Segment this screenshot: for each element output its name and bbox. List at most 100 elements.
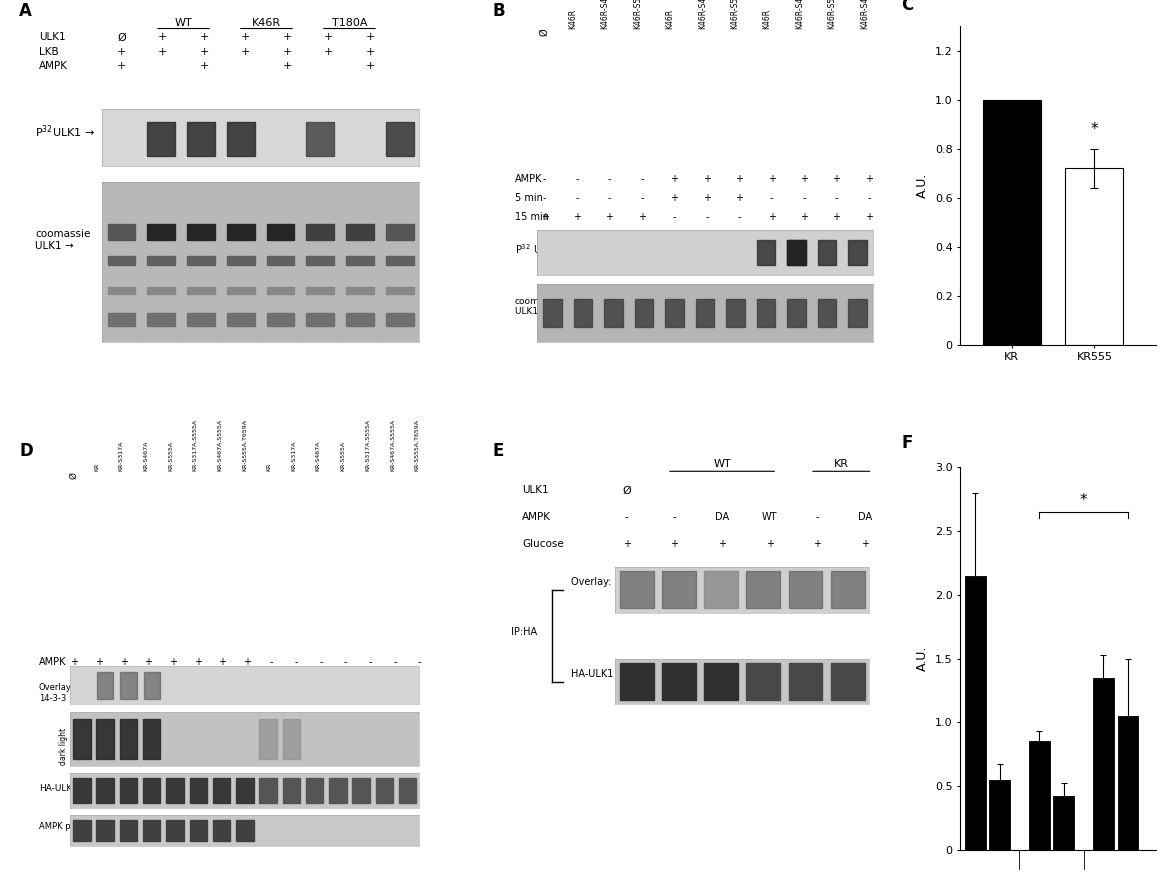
Text: +: +	[117, 46, 126, 57]
Bar	[1029, 741, 1050, 850]
Text: +: +	[117, 61, 126, 71]
Text: -: -	[294, 657, 298, 668]
Text: +: +	[283, 32, 292, 42]
Text: K46R-S555A: K46R-S555A	[730, 0, 739, 30]
Text: +: +	[718, 539, 726, 549]
Text: +: +	[766, 539, 773, 549]
Text: -: -	[673, 212, 676, 223]
Text: AMPK: AMPK	[39, 61, 68, 71]
Text: +: +	[324, 32, 333, 42]
Text: P$^{32}$ ULK1 →: P$^{32}$ ULK1 →	[515, 243, 571, 256]
Text: A: A	[20, 2, 33, 20]
Text: +: +	[670, 194, 679, 203]
Text: KR-S317A,S555A: KR-S317A,S555A	[366, 419, 370, 471]
Text: F: F	[902, 434, 912, 452]
Text: P$^{32}$ULK1 →: P$^{32}$ULK1 →	[35, 124, 95, 139]
Text: KR-S555A,T659A: KR-S555A,T659A	[242, 420, 246, 471]
Text: +: +	[813, 539, 821, 549]
Y-axis label: A.U.: A.U.	[916, 173, 930, 198]
Text: K46R: K46R	[568, 10, 577, 30]
Text: KR: KR	[93, 463, 99, 471]
Text: AMPK: AMPK	[522, 512, 551, 522]
Text: +: +	[194, 657, 202, 668]
Text: DA: DA	[858, 512, 872, 522]
Text: +: +	[200, 32, 209, 42]
Text: +: +	[200, 61, 209, 71]
Text: KR-S467A,S555A: KR-S467A,S555A	[390, 419, 395, 471]
Text: +: +	[366, 61, 375, 71]
Text: ULK1: ULK1	[522, 485, 549, 496]
Text: +: +	[200, 46, 209, 57]
Text: +: +	[95, 657, 103, 668]
Text: -: -	[368, 657, 371, 668]
Text: +: +	[638, 212, 646, 223]
Text: K46R-S467,555A: K46R-S467,555A	[860, 0, 869, 30]
Text: +: +	[541, 212, 549, 223]
Text: KR-S317A: KR-S317A	[291, 441, 297, 471]
Text: WT: WT	[714, 459, 731, 470]
Text: KR-S467A: KR-S467A	[315, 441, 321, 471]
Text: +: +	[241, 32, 250, 42]
Text: -: -	[640, 194, 644, 203]
Text: Ø: Ø	[117, 32, 126, 42]
Bar	[1065, 168, 1124, 345]
Text: HA-ULK1: HA-ULK1	[571, 669, 613, 679]
Text: D: D	[20, 442, 33, 460]
Bar	[1118, 716, 1139, 850]
Text: -: -	[319, 657, 322, 668]
Text: -: -	[705, 212, 709, 223]
Text: IP:HA: IP:HA	[512, 627, 537, 637]
Text: +: +	[169, 657, 176, 668]
Text: -: -	[815, 512, 819, 522]
Bar	[965, 576, 986, 850]
Text: E: E	[493, 442, 503, 460]
Text: *: *	[1091, 122, 1098, 137]
Text: +: +	[735, 194, 743, 203]
Text: +: +	[767, 174, 776, 184]
Text: -: -	[543, 174, 547, 184]
Text: Glucose: Glucose	[522, 539, 564, 549]
Text: AMPK: AMPK	[39, 657, 67, 668]
Bar	[989, 780, 1010, 850]
Text: ULK1: ULK1	[39, 32, 65, 42]
Text: dark light: dark light	[58, 728, 68, 765]
Text: KR: KR	[266, 463, 271, 471]
Text: K46R: K46R	[252, 18, 281, 28]
Text: +: +	[865, 174, 872, 184]
Text: +: +	[623, 539, 631, 549]
Text: WT: WT	[762, 512, 778, 522]
Text: -: -	[625, 512, 628, 522]
Text: +: +	[243, 657, 251, 668]
Text: +: +	[767, 212, 776, 223]
Text: +: +	[283, 46, 292, 57]
Text: -: -	[867, 194, 870, 203]
Text: -: -	[270, 657, 273, 668]
Text: AMPK: AMPK	[515, 174, 542, 184]
Text: DA: DA	[715, 512, 729, 522]
Text: +: +	[144, 657, 152, 668]
Y-axis label: A.U.: A.U.	[916, 646, 930, 671]
Text: KR-S555A,T659A: KR-S555A,T659A	[415, 420, 419, 471]
Text: KR: KR	[834, 459, 849, 470]
Text: +: +	[366, 32, 375, 42]
Bar	[983, 100, 1041, 345]
Text: +: +	[670, 174, 679, 184]
Text: +: +	[573, 212, 582, 223]
Text: +: +	[119, 657, 127, 668]
Text: -: -	[394, 657, 397, 668]
Text: HA-ULK1: HA-ULK1	[39, 784, 78, 793]
Text: Ø: Ø	[623, 485, 631, 496]
Bar	[1093, 678, 1114, 850]
Text: +: +	[158, 32, 167, 42]
Text: K46R: K46R	[763, 10, 772, 30]
Text: +: +	[241, 46, 250, 57]
Text: K46R-S467A: K46R-S467A	[600, 0, 610, 30]
Text: +: +	[70, 657, 78, 668]
Text: +: +	[366, 46, 375, 57]
Text: WT: WT	[175, 18, 193, 28]
Text: -: -	[737, 212, 741, 223]
Text: +: +	[703, 174, 711, 184]
Text: -: -	[607, 194, 611, 203]
Text: *: *	[1079, 493, 1087, 508]
Text: +: +	[158, 46, 167, 57]
